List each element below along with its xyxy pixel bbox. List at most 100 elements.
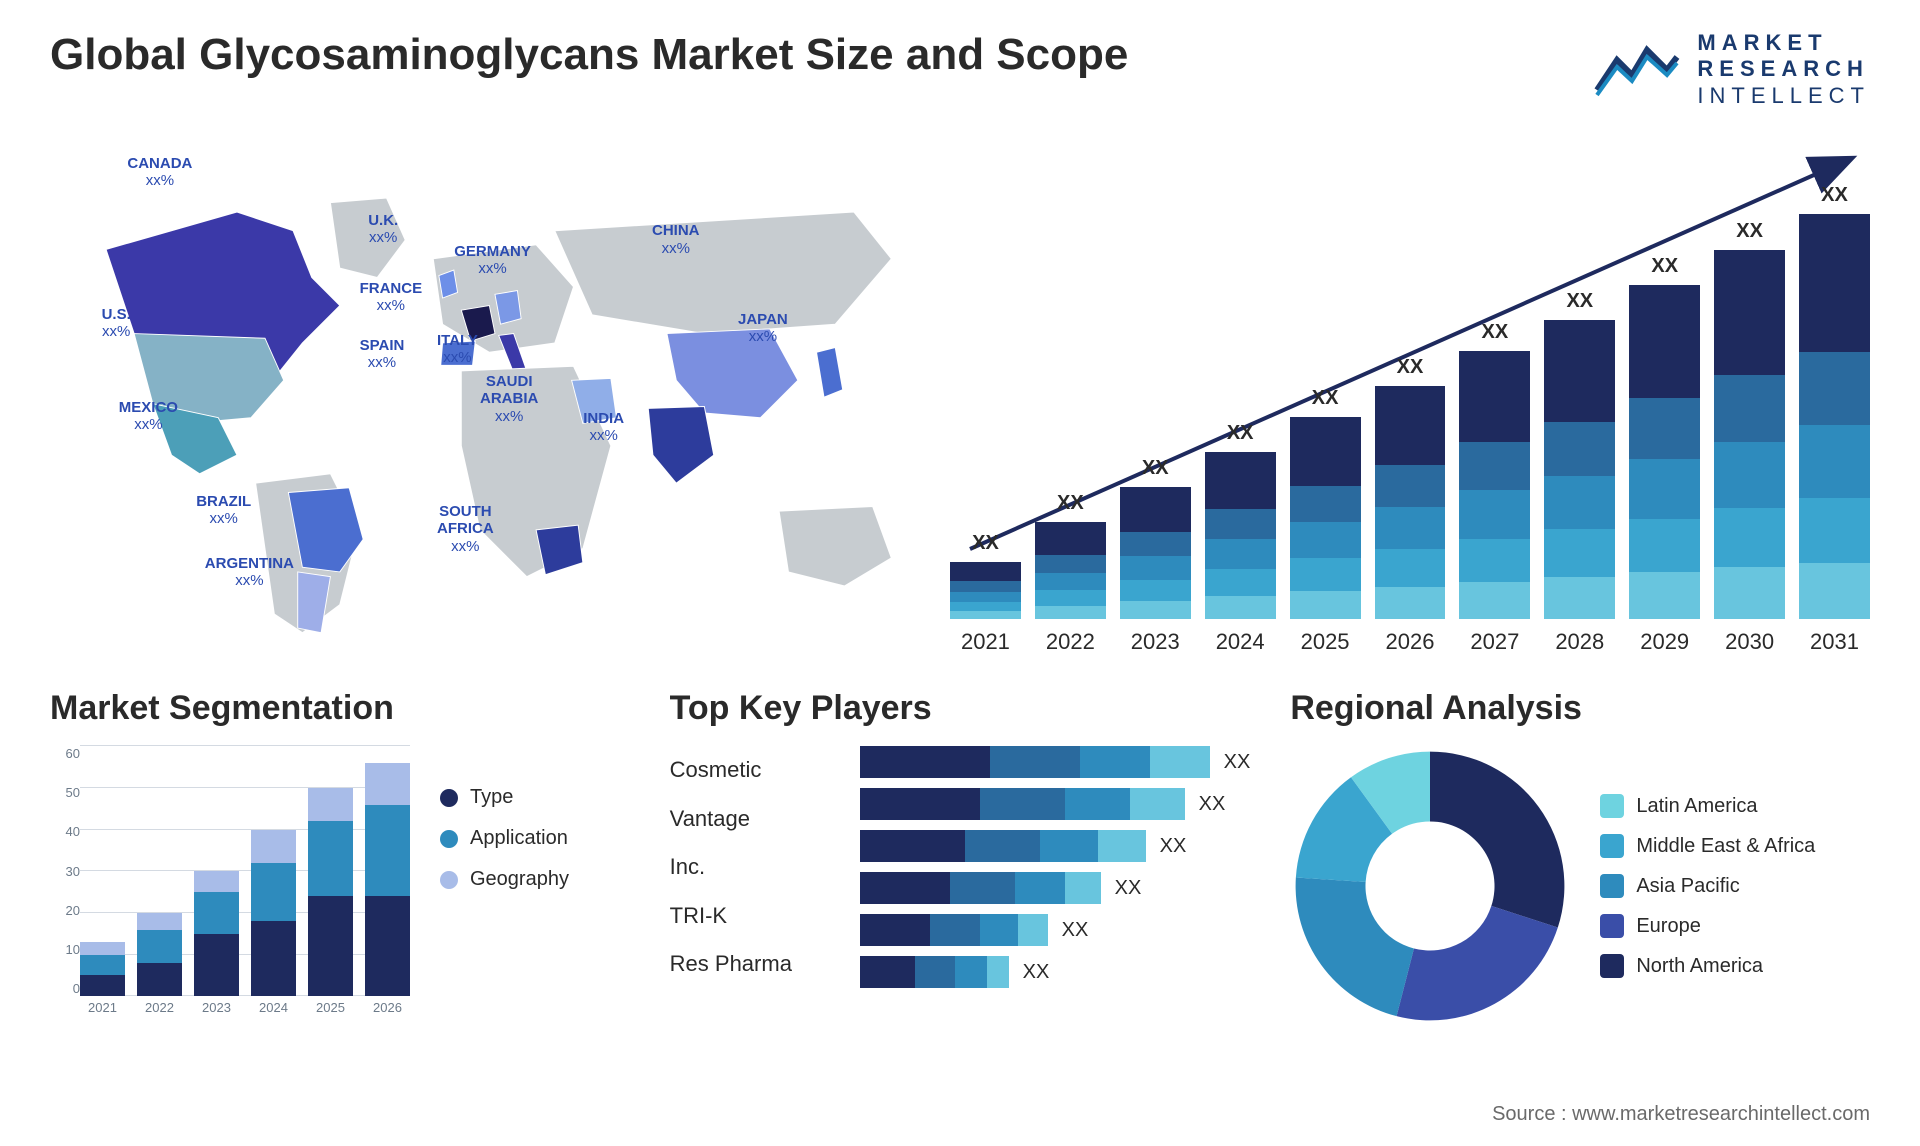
growth-seg xyxy=(1459,351,1530,442)
kp-row: XX xyxy=(860,788,1251,820)
growth-seg xyxy=(1290,486,1361,522)
growth-year-label: 2027 xyxy=(1459,623,1530,659)
growth-seg xyxy=(950,592,1021,602)
page-title: Global Glycosaminoglycans Market Size an… xyxy=(50,30,1128,80)
growth-seg xyxy=(1714,375,1785,442)
growth-seg xyxy=(1544,422,1615,476)
seg-part xyxy=(194,892,239,934)
seg-part xyxy=(137,913,182,930)
kp-label: TRI-K xyxy=(670,903,830,929)
map-label-mexico: MEXICOxx% xyxy=(119,399,178,434)
map-label-canada: CANADAxx% xyxy=(127,155,192,190)
kp-label: Vantage xyxy=(670,806,830,832)
map-label-italy: ITALYxx% xyxy=(437,332,478,367)
country-australia xyxy=(779,507,891,586)
logo-icon xyxy=(1592,35,1682,105)
seg-part xyxy=(365,805,410,897)
kp-label: Res Pharma xyxy=(670,951,830,977)
seg-part xyxy=(308,896,353,996)
growth-year-label: 2028 xyxy=(1544,623,1615,659)
growth-seg xyxy=(1205,596,1276,619)
country-japan xyxy=(817,348,843,398)
keyplayers-labels: CosmeticVantageInc.TRI-KRes Pharma xyxy=(670,746,830,988)
seg-part xyxy=(308,821,353,896)
map-label-argentina: ARGENTINAxx% xyxy=(205,555,294,590)
growth-bar-2022: XX xyxy=(1035,522,1106,619)
segmentation-section: Market Segmentation 0102030405060 202120… xyxy=(50,689,630,1026)
seg-part xyxy=(80,975,125,996)
growth-bar-2028: XX xyxy=(1544,320,1615,619)
growth-seg xyxy=(1375,507,1446,549)
country-india xyxy=(648,407,713,484)
seg-legend-item: Geography xyxy=(440,868,569,891)
growth-bar-label: XX xyxy=(1714,220,1785,243)
seg-part xyxy=(365,896,410,996)
growth-seg xyxy=(1290,417,1361,486)
regional-section: Regional Analysis Latin AmericaMiddle Ea… xyxy=(1290,689,1870,1026)
seg-part xyxy=(251,830,296,863)
growth-bar-2031: XX xyxy=(1799,214,1870,619)
map-label-u-k-: U.K.xx% xyxy=(368,212,398,247)
seg-bar-2021 xyxy=(80,942,125,996)
kp-row: XX xyxy=(860,956,1251,988)
growth-seg xyxy=(1629,459,1700,519)
donut-slice xyxy=(1397,906,1558,1020)
growth-seg xyxy=(1205,569,1276,596)
growth-seg xyxy=(1035,590,1106,605)
growth-bar-label: XX xyxy=(1120,457,1191,480)
growth-seg xyxy=(1544,529,1615,577)
seg-legend-item: Application xyxy=(440,827,569,850)
growth-seg xyxy=(1290,558,1361,590)
source-text: Source : www.marketresearchintellect.com xyxy=(1492,1103,1870,1126)
growth-seg xyxy=(1544,476,1615,530)
donut-slice xyxy=(1296,878,1414,1017)
kp-row: XX xyxy=(860,830,1251,862)
map-label-saudi-arabia: SAUDIARABIAxx% xyxy=(480,373,538,425)
logo-line1: MARKET xyxy=(1697,30,1870,56)
growth-bar-2023: XX xyxy=(1120,487,1191,619)
growth-year-label: 2025 xyxy=(1290,623,1361,659)
growth-seg xyxy=(950,581,1021,591)
brand-logo: MARKET RESEARCH INTELLECT xyxy=(1592,30,1870,109)
kp-label: Cosmetic xyxy=(670,757,830,783)
seg-part xyxy=(251,921,296,996)
growth-bar-2030: XX xyxy=(1714,250,1785,620)
seg-bar-2023 xyxy=(194,871,239,996)
map-label-japan: JAPANxx% xyxy=(738,311,788,346)
kp-row: XX xyxy=(860,746,1251,778)
seg-part xyxy=(137,930,182,963)
growth-seg xyxy=(1544,577,1615,619)
growth-seg xyxy=(1120,580,1191,601)
growth-seg xyxy=(1035,522,1106,555)
country-argentina xyxy=(298,572,331,633)
world-map: CANADAxx%U.S.xx%MEXICOxx%BRAZILxx%ARGENT… xyxy=(50,139,910,659)
regional-title: Regional Analysis xyxy=(1290,689,1870,728)
growth-seg xyxy=(1799,214,1870,352)
growth-bar-label: XX xyxy=(1035,492,1106,515)
map-label-south-africa: SOUTHAFRICAxx% xyxy=(437,503,494,555)
logo-line2: RESEARCH xyxy=(1697,56,1870,82)
growth-bar-2021: XX xyxy=(950,562,1021,619)
growth-bar-label: XX xyxy=(1290,387,1361,410)
keyplayers-bars: XXXXXXXXXXXX xyxy=(860,746,1251,988)
growth-seg xyxy=(950,611,1021,619)
growth-seg xyxy=(1375,587,1446,620)
seg-part xyxy=(194,934,239,997)
seg-bar-2026 xyxy=(365,763,410,996)
seg-part xyxy=(365,763,410,805)
seg-part xyxy=(80,955,125,976)
ra-legend-item: Europe xyxy=(1600,914,1815,938)
growth-year-label: 2026 xyxy=(1375,623,1446,659)
map-label-germany: GERMANYxx% xyxy=(454,243,531,278)
growth-seg xyxy=(1714,508,1785,567)
growth-year-label: 2030 xyxy=(1714,623,1785,659)
growth-seg xyxy=(1375,549,1446,586)
growth-seg xyxy=(1120,556,1191,580)
seg-part xyxy=(137,963,182,996)
growth-year-label: 2021 xyxy=(950,623,1021,659)
country-russia xyxy=(555,212,892,334)
growth-seg xyxy=(1799,425,1870,498)
growth-bar-2025: XX xyxy=(1290,417,1361,619)
growth-bar-label: XX xyxy=(1205,422,1276,445)
growth-seg xyxy=(1035,573,1106,590)
